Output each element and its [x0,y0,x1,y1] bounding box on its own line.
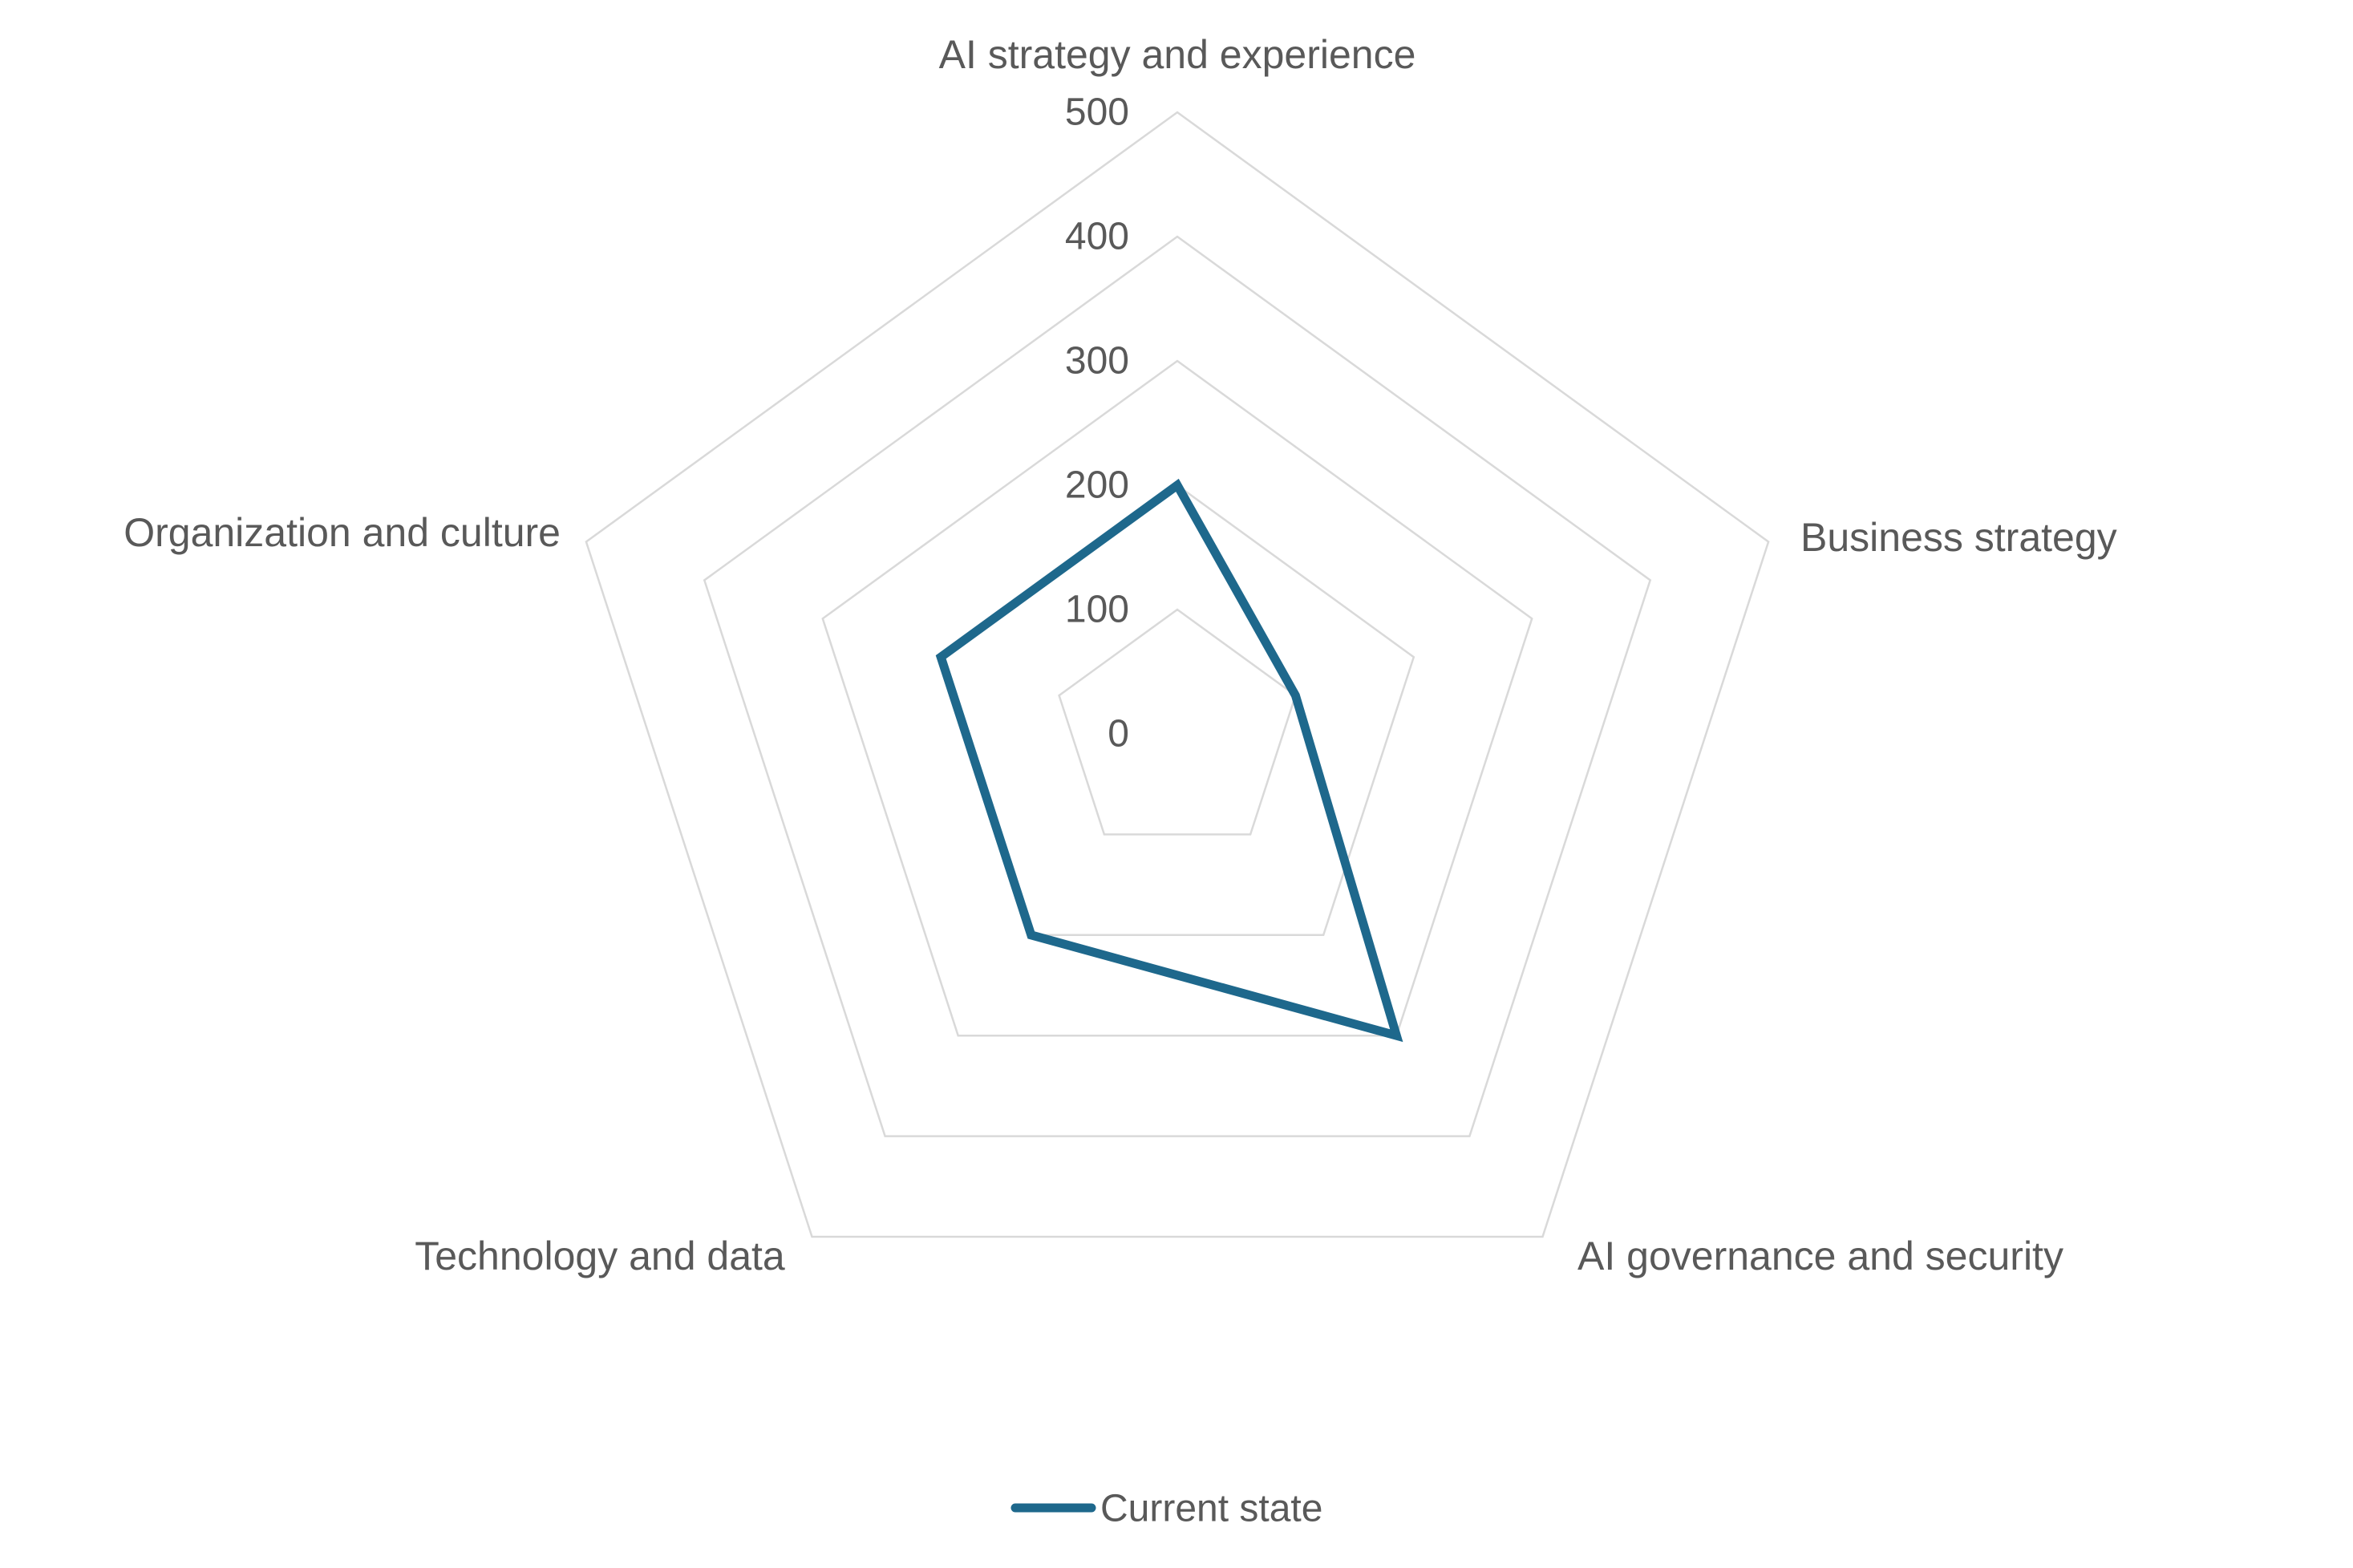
legend: Current state [1010,1488,1322,1530]
category-label-0: AI strategy and experience [939,32,1416,77]
category-label-1: Business strategy [1800,515,2117,560]
grid-rings [585,111,1770,1238]
grid-ring-400 [703,235,1652,1137]
category-labels: AI strategy and experience Business strat… [124,32,2116,1278]
category-label-2: AI governance and security [1577,1234,2063,1278]
category-label-3: Technology and data [415,1234,785,1278]
radial-axis-tick-0: 0 [1108,713,1129,756]
series-polygon-0 [935,478,1403,1043]
radial-axis-ticks: 0 100 200 300 400 500 [1065,91,1129,756]
grid-ring-100 [1058,608,1297,836]
grid-ring-300 [821,359,1533,1037]
radial-axis-tick-500: 500 [1065,91,1129,134]
radial-axis-tick-200: 200 [1065,464,1129,507]
legend-label: Current state [1100,1488,1322,1530]
category-label-4: Organization and culture [124,510,561,555]
series-layer [935,478,1403,1043]
radial-axis-tick-400: 400 [1065,216,1129,258]
radial-axis-tick-100: 100 [1065,589,1129,631]
grid-ring-500 [585,111,1770,1238]
radial-axis-tick-300: 300 [1065,340,1129,383]
